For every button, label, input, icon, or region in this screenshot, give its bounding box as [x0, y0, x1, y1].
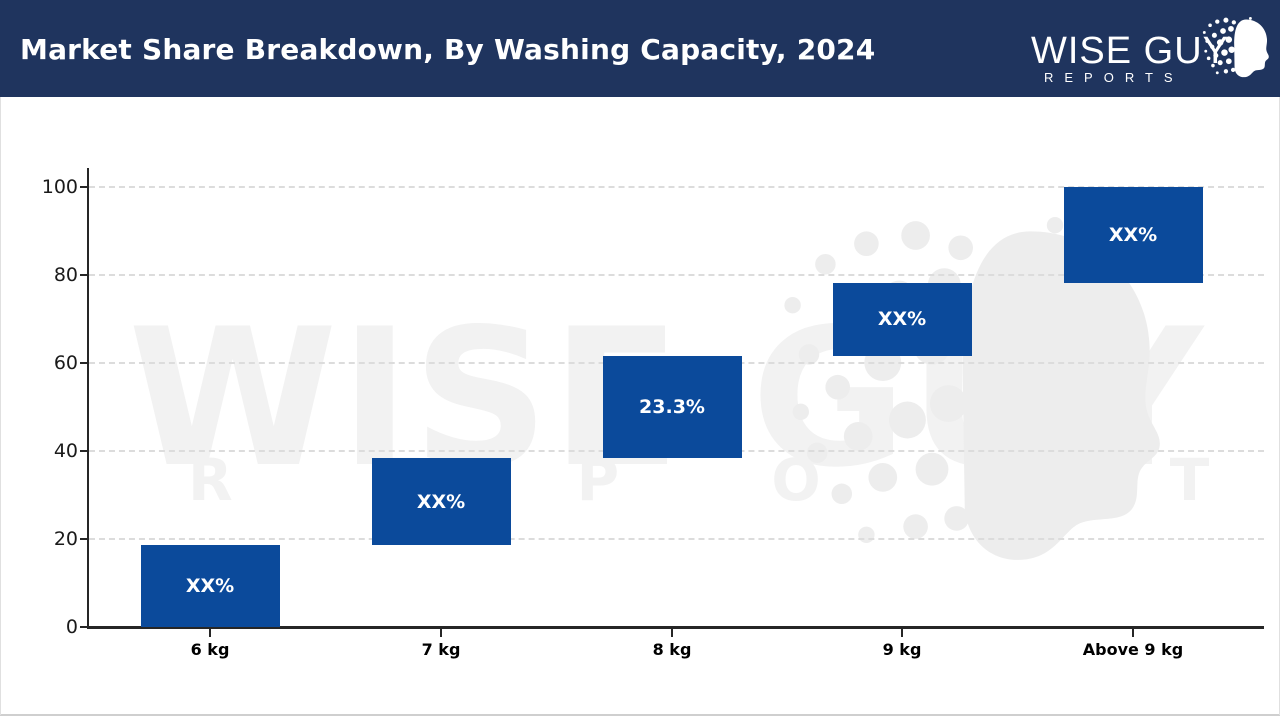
bar-above-9-kg: XX% [1063, 187, 1203, 284]
y-tick-80 [80, 274, 88, 276]
y-tick-label-40: 40 [53, 440, 78, 462]
bar-value-label: XX% [877, 308, 927, 331]
y-tick-label-100: 100 [41, 176, 78, 198]
y-tick-label-20: 20 [53, 528, 78, 550]
page-bottom-border [0, 714, 1280, 716]
x-axis-line [87, 626, 1264, 629]
y-tick-20 [80, 538, 88, 540]
y-axis-line [87, 168, 89, 629]
page-left-border [0, 97, 1, 715]
gridline-100 [89, 186, 1264, 188]
bar-8-kg: 23.3% [602, 355, 742, 459]
bar-value-label: XX% [416, 490, 466, 513]
y-tick-label-60: 60 [53, 352, 78, 374]
y-tick-60 [80, 362, 88, 364]
x-tick-1 [209, 629, 211, 637]
x-tick-4 [901, 629, 903, 637]
x-tick-label-3: 8 kg [652, 640, 692, 659]
y-tick-100 [80, 186, 88, 188]
bar-value-label: XX% [1108, 224, 1158, 247]
header-bar: Market Share Breakdown, By Washing Capac… [0, 0, 1280, 97]
logo-subtitle: REPORTS [1044, 70, 1184, 85]
wise-guy-logo: WISE GUY REPORTS [1031, 6, 1266, 92]
x-tick-label-2: 7 kg [421, 640, 461, 659]
bar-value-label: XX% [185, 575, 235, 598]
x-tick-5 [1132, 629, 1134, 637]
x-tick-2 [440, 629, 442, 637]
bar-6-kg: XX% [140, 545, 280, 627]
bar-9-kg: XX% [832, 283, 972, 356]
bar-value-label: 23.3% [639, 395, 705, 418]
y-tick-40 [80, 450, 88, 452]
logo-face-icon [1200, 10, 1272, 88]
logo-wordmark: WISE GUY [1031, 30, 1230, 72]
y-tick-0 [80, 626, 88, 628]
x-tick-label-4: 9 kg [882, 640, 922, 659]
x-tick-label-1: 6 kg [190, 640, 230, 659]
y-tick-label-0: 0 [65, 616, 78, 638]
gridline-80 [89, 274, 1264, 276]
x-tick-label-5: Above 9 kg [1082, 640, 1184, 659]
x-tick-3 [671, 629, 673, 637]
y-tick-label-80: 80 [53, 264, 78, 286]
bar-7-kg: XX% [371, 458, 511, 546]
chart-title: Market Share Breakdown, By Washing Capac… [20, 33, 876, 66]
gridline-20 [89, 538, 1264, 540]
